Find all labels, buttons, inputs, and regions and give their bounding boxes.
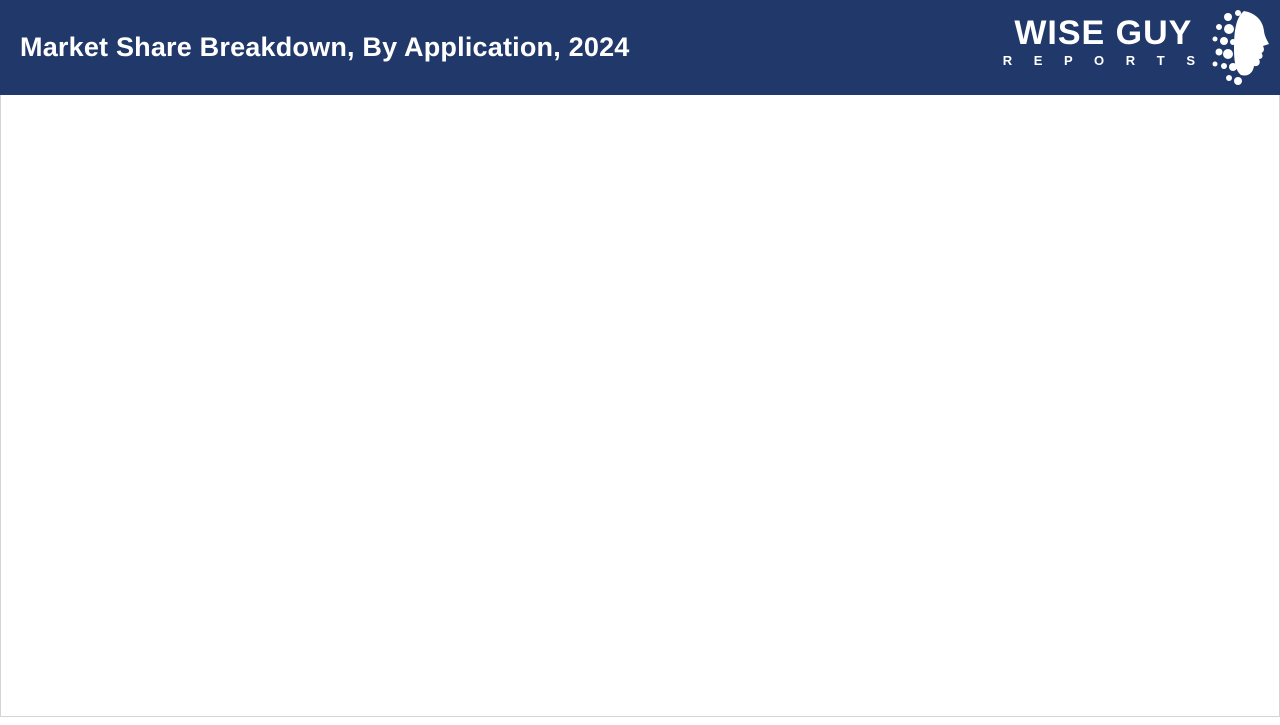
bar-value-label: XX%: [1085, 209, 1133, 231]
page-title: Market Share Breakdown, By Application, …: [20, 32, 630, 62]
y-tick-label: 40: [46, 439, 74, 464]
brand-logo-reports: R E P O R T S: [1002, 53, 1204, 68]
x-category-label: Aerospace: [185, 640, 282, 659]
y-tick-label: 20: [46, 527, 74, 552]
chart-canvas: 0 20 40 60 80 100 Aerospace Automotive Consumer E…: [32, 153, 1256, 680]
brand-logo-head-icon: [1212, 10, 1269, 85]
y-tick-label: 100: [32, 176, 74, 201]
bar-value-label: XX%: [501, 447, 549, 469]
brand-logo-wiseguy: WISE GUY: [1014, 14, 1193, 52]
x-category-label: Medical Devices: [1034, 640, 1184, 659]
x-category-label: Electronics: [766, 661, 868, 680]
y-tick-label: 0: [60, 615, 74, 640]
y-tick-label: 80: [46, 264, 74, 289]
brand-logo: WISE GUY R E P O R T S: [1003, 0, 1272, 95]
bar-value-label: XX%: [210, 564, 258, 586]
bar-value-label: 32.3%: [784, 312, 850, 334]
y-tick-label: 60: [46, 352, 74, 377]
chart-area: 0 20 40 60 80 100 Aerospace Automotive Consumer E…: [0, 95, 1280, 720]
brand-logo-text: WISE GUY R E P O R T S: [1003, 16, 1204, 68]
x-category-label: Automotive: [472, 640, 580, 659]
header-bar: Market Share Breakdown, By Application, …: [0, 0, 1280, 95]
x-category-label: Consumer: [771, 640, 865, 659]
